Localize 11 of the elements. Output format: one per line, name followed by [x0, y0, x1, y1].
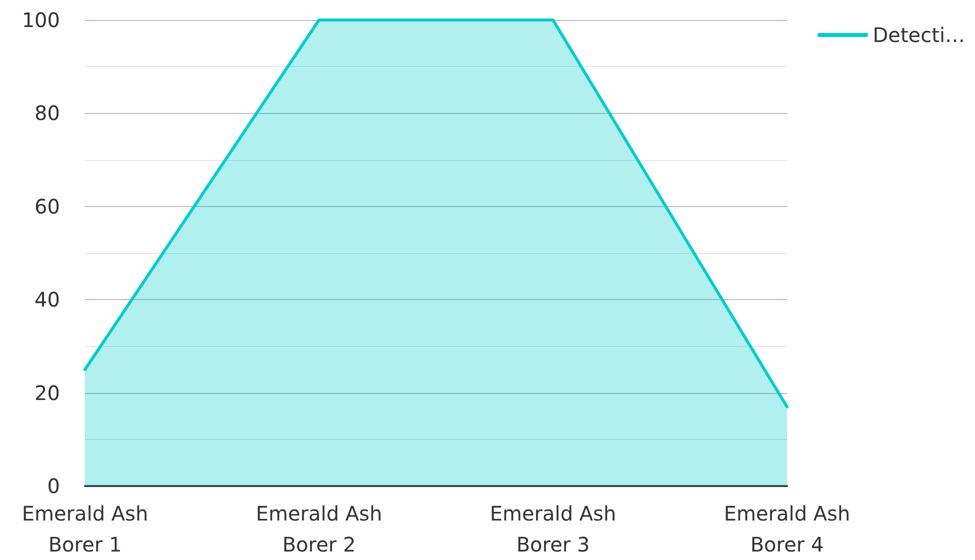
x-tick-label: Emerald Ash Borer 2: [256, 502, 382, 556]
x-tick-label: Emerald Ash Borer 1: [22, 502, 148, 556]
y-tick-label: 20: [34, 380, 60, 405]
y-tick-label: 100: [22, 8, 60, 32]
y-tick-label: 40: [34, 288, 60, 312]
x-tick-label: Emerald Ash Borer 3: [490, 502, 616, 556]
y-tick-label: 80: [34, 101, 60, 126]
x-tick-label: Emerald Ash Borer 4: [724, 502, 850, 556]
y-tick-label: 0: [47, 474, 60, 498]
legend-label: Detecti…: [872, 23, 966, 47]
y-tick-label: 60: [34, 194, 60, 218]
